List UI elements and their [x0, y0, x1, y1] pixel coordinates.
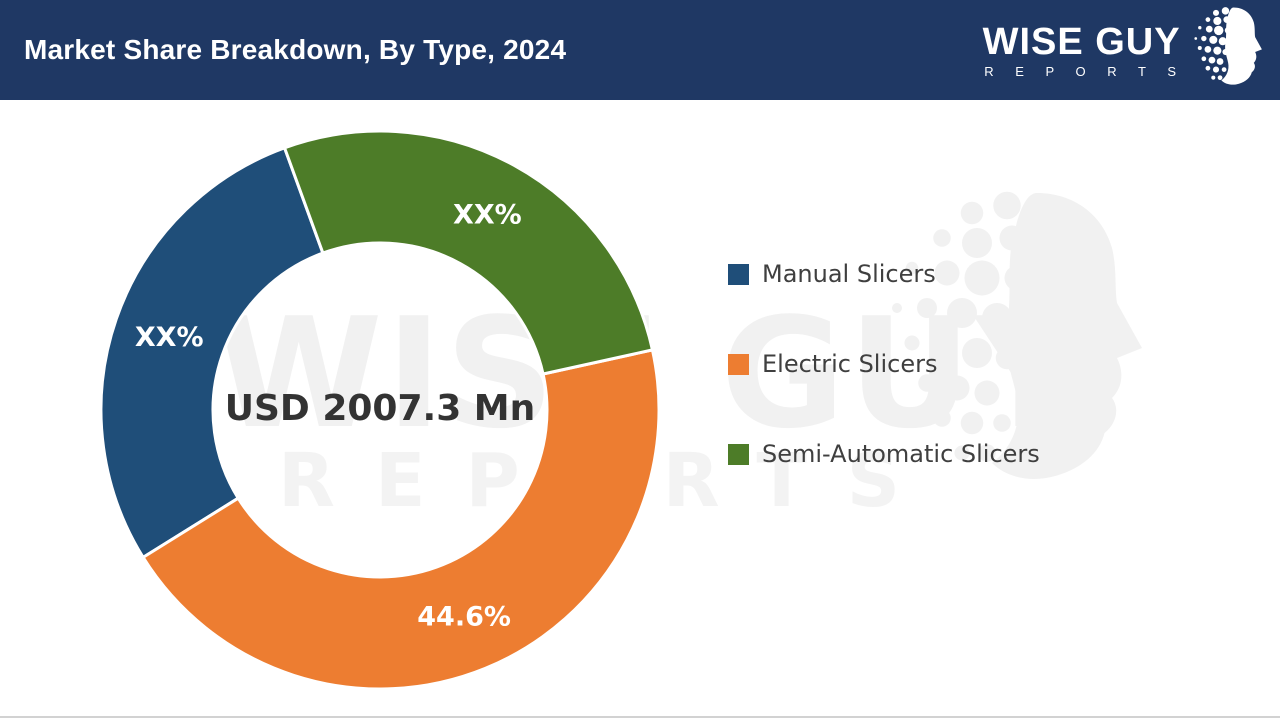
bottom-divider [0, 716, 1280, 718]
donut-segment-electric-slicers [141, 348, 661, 691]
legend-swatch-electric-slicers [728, 353, 749, 375]
segment-value-label-semi-automatic-slicers: XX% [453, 200, 522, 231]
logo-subtitle: R E P O R T S [984, 63, 1185, 79]
donut-svg: XX% 44.6% XX% USD 2007.3 Mn [99, 129, 661, 691]
logo-text: WISE GUY R E P O R T S [978, 22, 1185, 79]
legend-label: Manual Slicers [762, 260, 936, 288]
legend-label: Semi-Automatic Slicers [762, 440, 1040, 468]
chart-legend: Manual Slicers Electric Slicers Semi-Aut… [728, 259, 1040, 529]
wise-guy-logo: WISE GUY R E P O R T S [978, 6, 1270, 94]
header-bar: Market Share Breakdown, By Type, 2024 WI… [0, 0, 1280, 100]
face-profile-icon [1189, 6, 1270, 94]
legend-swatch-manual-slicers [728, 263, 749, 285]
segment-value-label-manual-slicers: XX% [135, 322, 204, 353]
segment-value-label-electric-slicers: 44.6% [417, 602, 511, 633]
donut-center-label: USD 2007.3 Mn [225, 388, 535, 429]
donut-chart: XX% 44.6% XX% USD 2007.3 Mn [99, 129, 661, 691]
legend-item-semi-automatic-slicers: Semi-Automatic Slicers [728, 439, 1040, 469]
legend-swatch-semi-automatic-slicers [728, 443, 749, 465]
logo-name: WISE GUY [982, 20, 1181, 63]
donut-segment-manual-slicers [99, 146, 325, 559]
donut-segment-semi-automatic-slicers [283, 129, 654, 376]
legend-label: Electric Slicers [762, 350, 938, 378]
legend-item-manual-slicers: Manual Slicers [728, 259, 1040, 289]
legend-item-electric-slicers: Electric Slicers [728, 349, 1040, 379]
page-title: Market Share Breakdown, By Type, 2024 [24, 34, 567, 65]
